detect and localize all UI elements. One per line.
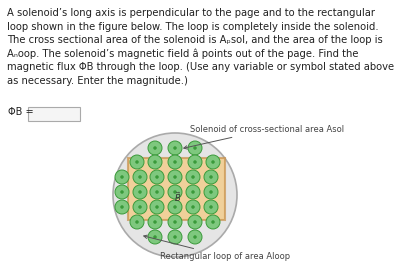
Circle shape (173, 235, 177, 239)
Circle shape (173, 160, 177, 164)
Circle shape (193, 235, 197, 239)
Circle shape (191, 205, 195, 209)
Circle shape (138, 190, 142, 194)
Circle shape (150, 170, 164, 184)
Circle shape (193, 146, 197, 150)
Circle shape (133, 185, 147, 199)
Circle shape (115, 170, 129, 184)
Text: Solenoid of cross-sectional area Asol: Solenoid of cross-sectional area Asol (184, 125, 344, 149)
Circle shape (148, 215, 162, 229)
Circle shape (188, 155, 202, 169)
Circle shape (173, 220, 177, 224)
Circle shape (168, 185, 182, 199)
Circle shape (148, 155, 162, 169)
Circle shape (155, 205, 159, 209)
Circle shape (186, 170, 200, 184)
Circle shape (193, 220, 197, 224)
Circle shape (191, 190, 195, 194)
Circle shape (188, 215, 202, 229)
Text: Aₙoop. The solenoid’s magnetic field â points out of the page. Find the: Aₙoop. The solenoid’s magnetic field â p… (7, 48, 359, 59)
Circle shape (115, 185, 129, 199)
Circle shape (135, 160, 139, 164)
Circle shape (204, 200, 218, 214)
Text: $\vec{B}$: $\vec{B}$ (174, 190, 182, 204)
Circle shape (173, 146, 177, 150)
Circle shape (204, 185, 218, 199)
Circle shape (120, 190, 124, 194)
Circle shape (133, 170, 147, 184)
Text: ΦB =: ΦB = (8, 107, 34, 117)
Circle shape (133, 200, 147, 214)
Circle shape (206, 215, 220, 229)
Circle shape (120, 175, 124, 179)
Text: loop shown in the figure below. The loop is completely inside the solenoid.: loop shown in the figure below. The loop… (7, 22, 379, 32)
Circle shape (168, 200, 182, 214)
Circle shape (130, 215, 144, 229)
Circle shape (150, 200, 164, 214)
Circle shape (138, 175, 142, 179)
Circle shape (211, 220, 215, 224)
Circle shape (148, 230, 162, 244)
Circle shape (148, 141, 162, 155)
Bar (128, 158, 225, 220)
Circle shape (130, 155, 144, 169)
Circle shape (173, 190, 177, 194)
Circle shape (204, 170, 218, 184)
Circle shape (193, 160, 197, 164)
Circle shape (155, 190, 159, 194)
Circle shape (155, 175, 159, 179)
Circle shape (188, 141, 202, 155)
Circle shape (188, 230, 202, 244)
Circle shape (153, 146, 157, 150)
Circle shape (211, 160, 215, 164)
Circle shape (173, 205, 177, 209)
Circle shape (168, 141, 182, 155)
Circle shape (209, 205, 213, 209)
Circle shape (186, 185, 200, 199)
Circle shape (209, 190, 213, 194)
Text: A solenoid’s long axis is perpendicular to the page and to the rectangular: A solenoid’s long axis is perpendicular … (7, 8, 375, 18)
Text: as necessary. Enter the magnitude.): as necessary. Enter the magnitude.) (7, 75, 188, 85)
Circle shape (191, 175, 195, 179)
Circle shape (150, 185, 164, 199)
Circle shape (168, 230, 182, 244)
Circle shape (115, 200, 129, 214)
Circle shape (153, 235, 157, 239)
Circle shape (120, 205, 124, 209)
Text: magnetic flux ΦB through the loop. (Use any variable or symbol stated above: magnetic flux ΦB through the loop. (Use … (7, 62, 394, 72)
Circle shape (168, 215, 182, 229)
Circle shape (153, 160, 157, 164)
Circle shape (186, 200, 200, 214)
Circle shape (168, 170, 182, 184)
Circle shape (135, 220, 139, 224)
Text: Rectangular loop of area Aloop: Rectangular loop of area Aloop (144, 235, 290, 261)
Bar (28, 107, 80, 121)
Circle shape (173, 175, 177, 179)
Circle shape (209, 175, 213, 179)
Text: The cross sectional area of the solenoid is Aₚsol, and the area of the loop is: The cross sectional area of the solenoid… (7, 35, 383, 45)
Circle shape (153, 220, 157, 224)
Circle shape (206, 155, 220, 169)
Circle shape (113, 133, 237, 257)
Circle shape (168, 155, 182, 169)
Circle shape (138, 205, 142, 209)
